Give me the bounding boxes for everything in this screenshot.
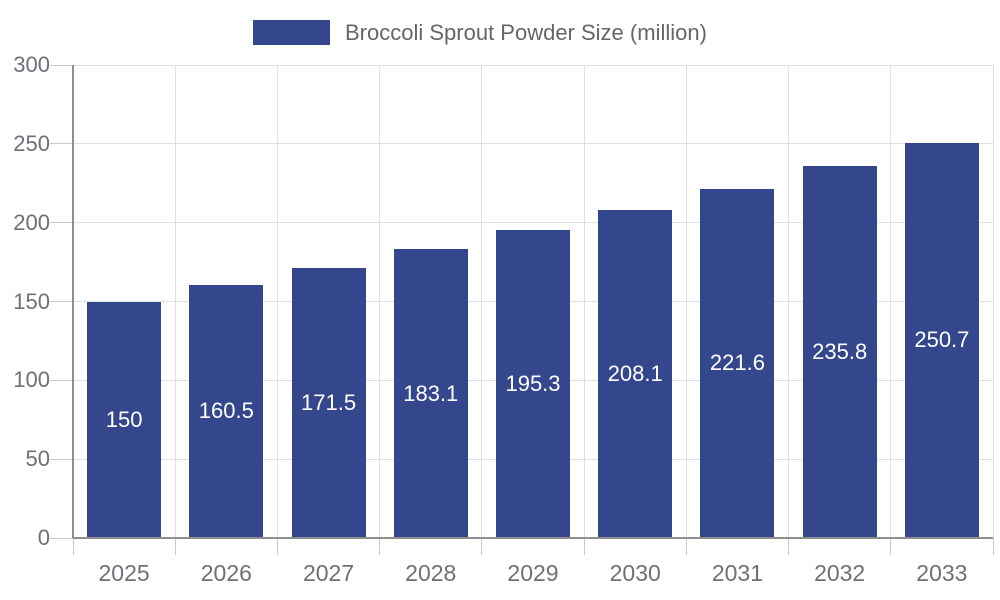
bar-value-label: 150	[105, 406, 143, 432]
y-axis-tick-label: 300	[13, 52, 50, 77]
x-axis-tick	[992, 538, 994, 555]
legend-swatch	[253, 20, 330, 45]
x-axis-tick-label: 2029	[507, 560, 559, 586]
x-axis-tick	[583, 538, 585, 555]
gridline-vertical	[379, 65, 381, 538]
bar-value-label: 183.1	[403, 380, 459, 406]
gridline-vertical	[583, 65, 585, 538]
bar[interactable]: 183.1	[393, 249, 468, 538]
y-axis-tick	[50, 222, 73, 224]
x-axis-tick	[174, 538, 176, 555]
gridline-vertical	[481, 65, 483, 538]
x-axis-tick	[276, 538, 278, 555]
x-axis-tick	[481, 538, 483, 555]
legend-label: Broccoli Sprout Powder Size (million)	[345, 19, 707, 45]
x-axis-tick-label: 2032	[814, 560, 866, 586]
y-axis-tick-label: 0	[37, 525, 50, 550]
x-axis-tick-label: 2026	[200, 560, 252, 586]
bar[interactable]: 160.5	[189, 284, 264, 538]
x-axis-tick-label: 2030	[609, 560, 661, 586]
x-axis-tick-label: 2027	[302, 560, 355, 586]
x-axis-tick	[379, 538, 381, 555]
x-axis-tick	[890, 538, 892, 555]
y-axis-line	[72, 65, 74, 538]
gridline-vertical	[992, 65, 994, 538]
x-axis-tick-label: 2031	[711, 560, 764, 586]
bar[interactable]: 150	[87, 301, 162, 538]
y-axis-tick	[50, 301, 73, 302]
bar-value-label: 235.8	[812, 339, 868, 365]
x-axis-tick	[788, 538, 790, 555]
bar-value-label: 195.3	[505, 371, 561, 397]
y-axis-tick	[50, 64, 73, 66]
bar[interactable]: 171.5	[291, 267, 366, 538]
gridline-vertical	[685, 65, 687, 538]
x-axis-line	[73, 537, 993, 539]
y-axis-tick-label: 200	[13, 209, 50, 235]
legend-item[interactable]: Broccoli Sprout Powder Size (million)	[253, 20, 707, 45]
x-axis-tick	[685, 538, 687, 555]
bar[interactable]: 221.6	[700, 188, 775, 538]
bar-value-label: 160.5	[198, 398, 254, 424]
gridline-horizontal	[73, 143, 993, 145]
bar[interactable]: 250.7	[904, 142, 979, 538]
y-axis-tick	[50, 537, 73, 539]
bar-value-label: 171.5	[301, 389, 357, 415]
x-axis-tick-label: 2033	[916, 560, 968, 586]
bar-value-label: 221.6	[709, 350, 765, 376]
x-axis-tick-label: 2028	[405, 560, 457, 586]
bar[interactable]: 208.1	[598, 209, 673, 538]
gridline-horizontal	[73, 64, 993, 66]
bar[interactable]: 195.3	[496, 230, 570, 538]
x-axis-tick-label: 2025	[98, 560, 150, 586]
y-axis-tick-label: 50	[25, 446, 50, 472]
y-axis-tick	[50, 379, 73, 381]
bar-value-label: 250.7	[914, 327, 970, 353]
gridline-horizontal	[73, 222, 993, 224]
bar-value-label: 208.1	[607, 360, 663, 386]
gridline-vertical	[276, 65, 278, 538]
y-axis-tick-label: 150	[13, 288, 50, 314]
y-axis-tick-label: 250	[13, 130, 50, 156]
y-axis-tick	[50, 143, 73, 145]
y-axis-tick	[50, 458, 73, 460]
y-axis-tick-label: 100	[13, 367, 50, 393]
gridline-vertical	[174, 65, 176, 538]
bar[interactable]: 235.8	[802, 166, 877, 538]
gridline-vertical	[788, 65, 790, 538]
gridline-vertical	[890, 65, 892, 538]
x-axis-tick	[72, 538, 74, 555]
